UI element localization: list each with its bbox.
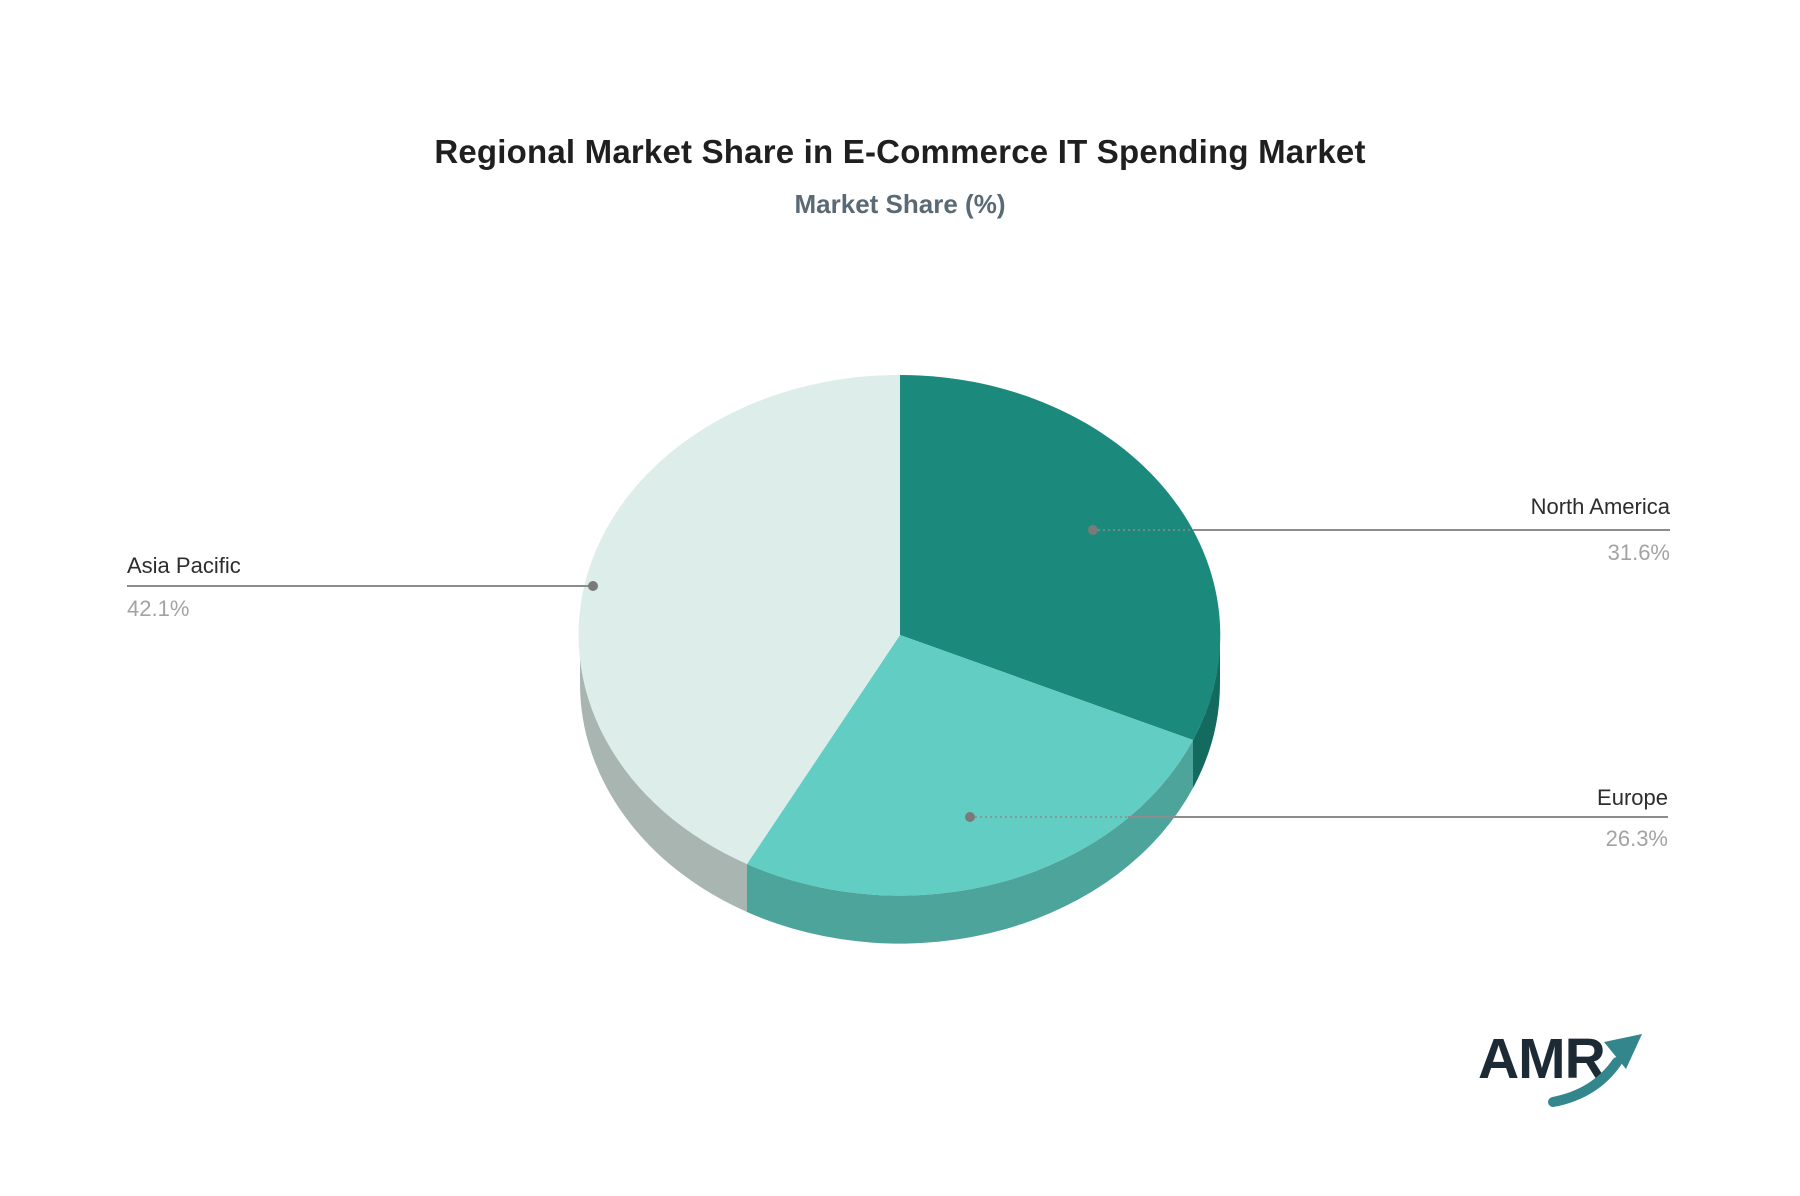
chart-title: Regional Market Share in E-Commerce IT S… [434,133,1366,170]
pie-side-asia-pacific[interactable] [579,635,747,912]
leader-dot-asia-pacific [588,581,598,591]
value-asia-pacific: 42.1% [127,596,190,621]
label-asia-pacific: Asia Pacific [127,553,241,578]
label-europe: Europe [1597,785,1668,810]
value-north-america: 31.6% [1607,540,1670,565]
pie-slice-asia-pacific[interactable] [578,374,900,864]
pie-slice-europe[interactable] [747,635,1193,896]
value-europe: 26.3% [1605,826,1668,851]
amr-logo-text: AMR [1478,1027,1606,1091]
amr-logo-arrow-icon [1548,1034,1642,1107]
chart-subtitle: Market Share (%) [794,189,1006,219]
leader-dots [588,525,1098,822]
leader-dot-north-america [1088,525,1098,535]
pie-side-north-america[interactable] [1193,635,1221,788]
pie-slice-north-america[interactable] [900,374,1221,740]
pie-side-europe[interactable] [747,740,1193,944]
leader-dot-europe [965,812,975,822]
amr-logo: AMR [1478,1026,1688,1116]
label-north-america: North America [1530,494,1670,519]
leader-lines [127,529,1670,818]
